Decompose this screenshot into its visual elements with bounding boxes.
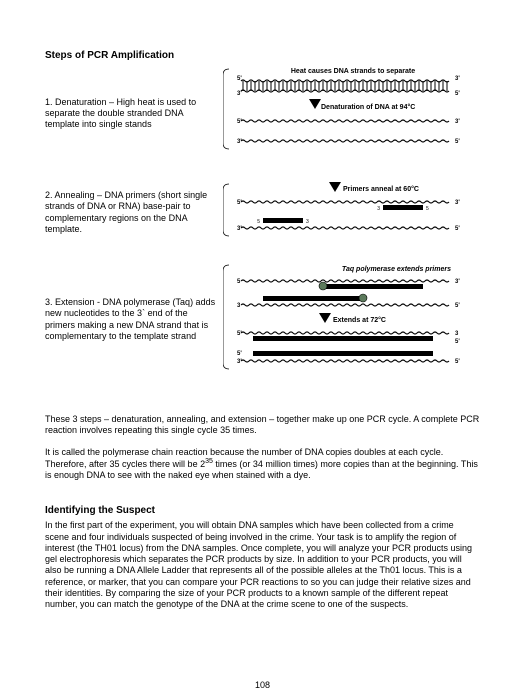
svg-text:3': 3' [455,119,460,125]
step3-diagram: Taq polymerase extends primers 5 3' 3 5' E… [223,263,471,376]
page: Steps of PCR Amplification 1. Denaturati… [0,0,525,700]
d1-label-denat: Denaturation of DNA at 94°C [321,103,415,111]
step1-diagram: Heat causes DNA strands to separate 5' 3'… [223,65,471,162]
step3-text: 3. Extension - DNA polymerase (Taq) adds… [45,297,223,342]
svg-text:5: 5 [426,206,429,212]
svg-text:5': 5' [237,331,242,337]
para2exp: 35 [205,458,213,465]
d3-label-ext: Extends at 72°C [333,316,386,324]
svg-text:5': 5' [237,351,242,357]
svg-text:3': 3' [455,279,460,285]
step3-row: 3. Extension - DNA polymerase (Taq) adds… [45,263,480,376]
svg-text:5': 5' [455,91,460,97]
step1-row: 1. Denaturation – High heat is used to s… [45,65,480,162]
svg-text:3': 3' [237,91,242,97]
d2-label: Primers anneal at 60°C [343,185,419,193]
svg-text:5': 5' [237,76,242,82]
step2-text: 2. Annealing – DNA primers (short single… [45,190,223,235]
page-number: 108 [0,680,525,690]
svg-text:3: 3 [237,303,241,309]
step2-diagram: Primers anneal at 60°C 5' 3' 3 5 5 3 3' 5' [223,180,471,245]
svg-text:3: 3 [306,219,309,225]
svg-text:5': 5' [237,200,242,206]
svg-text:5: 5 [237,279,241,285]
svg-text:5': 5' [237,119,242,125]
svg-text:5': 5' [455,226,460,232]
svg-text:5': 5' [455,139,460,145]
svg-text:3': 3' [455,200,460,206]
para-suspect: In the first part of the experiment, you… [45,520,480,610]
d1-label-heat: Heat causes DNA strands to separate [291,68,415,75]
svg-text:3': 3' [237,139,242,145]
svg-text:5': 5' [455,359,460,365]
para-chain: It is called the polymerase chain reacti… [45,447,480,482]
svg-text:3: 3 [455,331,459,337]
svg-text:3': 3' [455,76,460,82]
step2-row: 2. Annealing – DNA primers (short single… [45,180,480,245]
svg-text:3: 3 [377,206,380,212]
title-suspect: Identifying the Suspect [45,505,480,516]
title-steps: Steps of PCR Amplification [45,50,480,61]
svg-text:5': 5' [455,303,460,309]
para-cycle: These 3 steps – denaturation, annealing,… [45,414,480,437]
svg-text:3': 3' [237,359,242,365]
svg-text:5: 5 [257,219,260,225]
d3-label-taq: Taq polymerase extends primers [342,266,451,273]
double-strand: 5' 3' 3' 5' [237,76,460,97]
svg-text:5': 5' [455,339,460,345]
svg-text:3': 3' [237,226,242,232]
step1-text: 1. Denaturation – High heat is used to s… [45,97,223,131]
